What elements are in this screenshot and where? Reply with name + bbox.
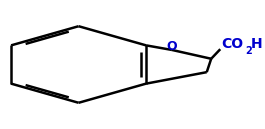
Text: H: H — [251, 37, 262, 51]
Text: CO: CO — [222, 37, 244, 51]
Text: O: O — [167, 40, 177, 53]
Text: 2: 2 — [245, 46, 252, 56]
